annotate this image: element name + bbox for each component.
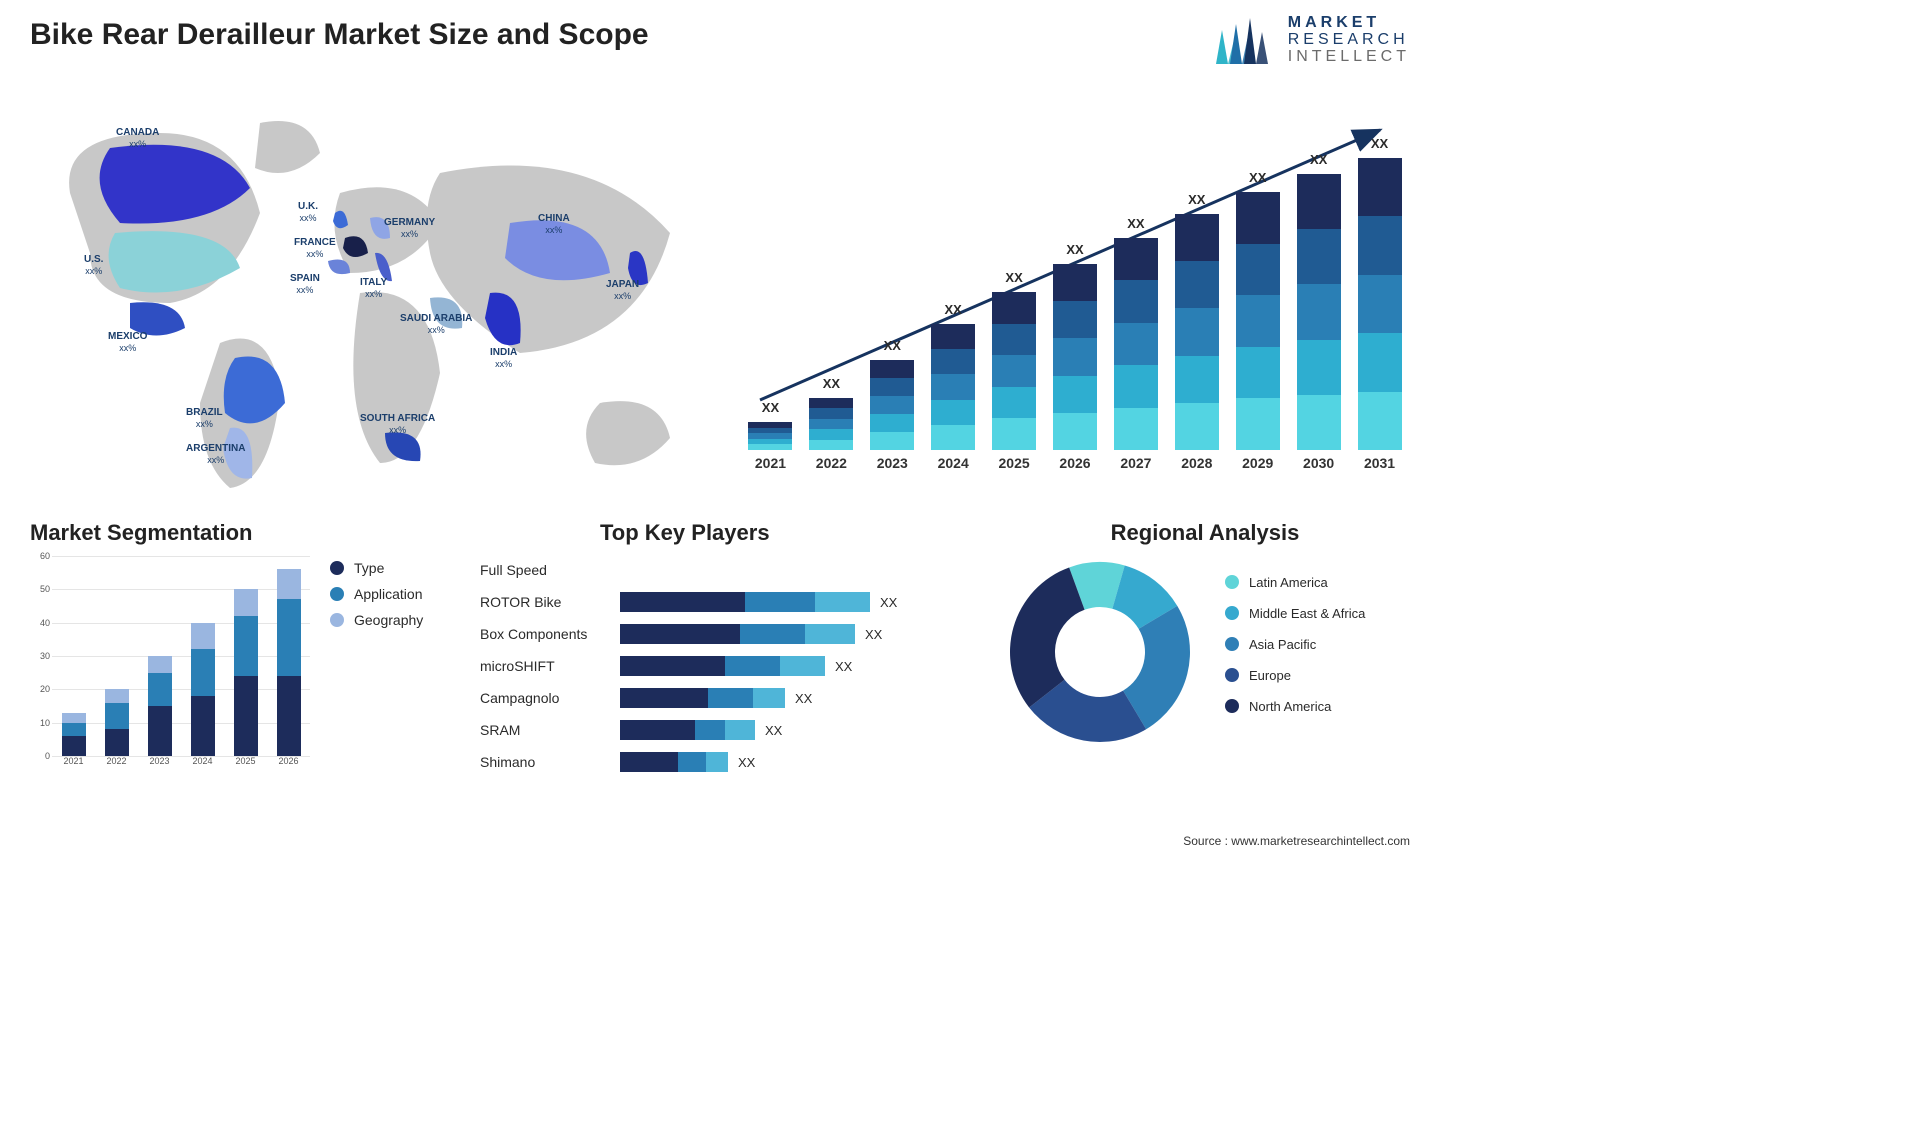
growth-year-label: 2029 bbox=[1242, 455, 1273, 480]
legend-item: Asia Pacific bbox=[1225, 637, 1365, 652]
map-country-label: ITALYxx% bbox=[360, 277, 387, 301]
growth-year-label: 2031 bbox=[1364, 455, 1395, 480]
map-country-label: INDIAxx% bbox=[490, 347, 517, 371]
map-country-label: BRAZILxx% bbox=[186, 407, 223, 431]
growth-bar: XX bbox=[1053, 264, 1097, 450]
brand-logo: MARKET RESEARCH INTELLECT bbox=[1216, 15, 1410, 65]
legend-item: North America bbox=[1225, 699, 1365, 714]
legend-item: Middle East & Africa bbox=[1225, 606, 1365, 621]
growth-bar: XX bbox=[809, 398, 853, 450]
segmentation-title: Market Segmentation bbox=[30, 520, 450, 546]
growth-bar: XX bbox=[1297, 174, 1341, 450]
map-country-label: SAUDI ARABIAxx% bbox=[400, 313, 472, 337]
keyplayer-row: Full Speed bbox=[480, 554, 980, 586]
segmentation-legend: Type Application Geography bbox=[330, 560, 423, 638]
legend-item: Type bbox=[330, 560, 423, 576]
growth-bar: XX bbox=[992, 292, 1036, 450]
legend-item: Latin America bbox=[1225, 575, 1365, 590]
map-country-label: SOUTH AFRICAxx% bbox=[360, 413, 435, 437]
growth-bar: XX bbox=[748, 422, 792, 450]
growth-bar: XX bbox=[1358, 158, 1402, 450]
source-attribution: Source : www.marketresearchintellect.com bbox=[1183, 834, 1410, 848]
growth-year-label: 2028 bbox=[1181, 455, 1212, 480]
growth-year-label: 2021 bbox=[755, 455, 786, 480]
regional-donut-chart bbox=[1000, 552, 1200, 752]
keyplayer-row: SRAMXX bbox=[480, 714, 980, 746]
segmentation-bar bbox=[62, 713, 86, 756]
segmentation-bar bbox=[234, 589, 258, 756]
growth-year-label: 2024 bbox=[938, 455, 969, 480]
segmentation-chart: 0102030405060 202120222023202420252026 bbox=[30, 556, 310, 776]
growth-year-label: 2023 bbox=[877, 455, 908, 480]
map-country-label: U.S.xx% bbox=[84, 254, 103, 278]
logo-icon bbox=[1216, 16, 1276, 64]
map-country-label: JAPANxx% bbox=[606, 279, 639, 303]
legend-item: Application bbox=[330, 586, 423, 602]
legend-item: Geography bbox=[330, 612, 423, 628]
keyplayer-row: microSHIFTXX bbox=[480, 650, 980, 682]
world-map-region: CANADAxx% U.S.xx% MEXICOxx% BRAZILxx% ARGENT… bbox=[30, 93, 710, 493]
keyplayer-row: ROTOR BikeXX bbox=[480, 586, 980, 618]
map-country-label: SPAINxx% bbox=[290, 273, 320, 297]
keyplayer-row: Box ComponentsXX bbox=[480, 618, 980, 650]
segmentation-bar bbox=[277, 569, 301, 756]
logo-line-1: MARKET bbox=[1288, 15, 1410, 32]
regional-section: Regional Analysis Latin America Middle Ea… bbox=[1000, 520, 1410, 800]
segmentation-bar bbox=[191, 623, 215, 756]
growth-bar: XX bbox=[931, 324, 975, 450]
growth-year-label: 2025 bbox=[999, 455, 1030, 480]
growth-bar: XX bbox=[1236, 192, 1280, 450]
map-country-label: GERMANYxx% bbox=[384, 217, 435, 241]
logo-line-3: INTELLECT bbox=[1288, 49, 1410, 66]
map-country-label: CHINAxx% bbox=[538, 213, 570, 237]
keyplayer-row: ShimanoXX bbox=[480, 746, 980, 778]
keyplayer-row: CampagnoloXX bbox=[480, 682, 980, 714]
keyplayers-title: Top Key Players bbox=[600, 520, 980, 546]
segmentation-section: Market Segmentation 0102030405060 202120… bbox=[30, 520, 450, 800]
segmentation-bar bbox=[105, 689, 129, 756]
growth-year-label: 2022 bbox=[816, 455, 847, 480]
growth-bar: XX bbox=[870, 360, 914, 450]
growth-bar: XX bbox=[1114, 238, 1158, 450]
growth-year-label: 2030 bbox=[1303, 455, 1334, 480]
regional-title: Regional Analysis bbox=[1000, 520, 1410, 546]
map-country-label: U.K.xx% bbox=[298, 201, 318, 225]
growth-year-label: 2026 bbox=[1059, 455, 1090, 480]
map-country-label: CANADAxx% bbox=[116, 127, 159, 151]
growth-bar: XX bbox=[1175, 214, 1219, 450]
legend-item: Europe bbox=[1225, 668, 1365, 683]
keyplayers-section: Top Key Players Full SpeedROTOR BikeXXBo… bbox=[480, 520, 980, 800]
growth-bar-chart: XXXXXXXXXXXXXXXXXXXXXX 20212022202320242… bbox=[740, 100, 1410, 480]
logo-line-2: RESEARCH bbox=[1288, 32, 1410, 49]
regional-legend: Latin America Middle East & Africa Asia Pa… bbox=[1225, 575, 1365, 730]
map-country-label: FRANCExx% bbox=[294, 237, 336, 261]
map-country-label: MEXICOxx% bbox=[108, 331, 147, 355]
segmentation-bar bbox=[148, 656, 172, 756]
logo-text: MARKET RESEARCH INTELLECT bbox=[1288, 15, 1410, 65]
page-title: Bike Rear Derailleur Market Size and Sco… bbox=[30, 18, 649, 52]
map-country-label: ARGENTINAxx% bbox=[186, 443, 245, 467]
growth-year-label: 2027 bbox=[1120, 455, 1151, 480]
